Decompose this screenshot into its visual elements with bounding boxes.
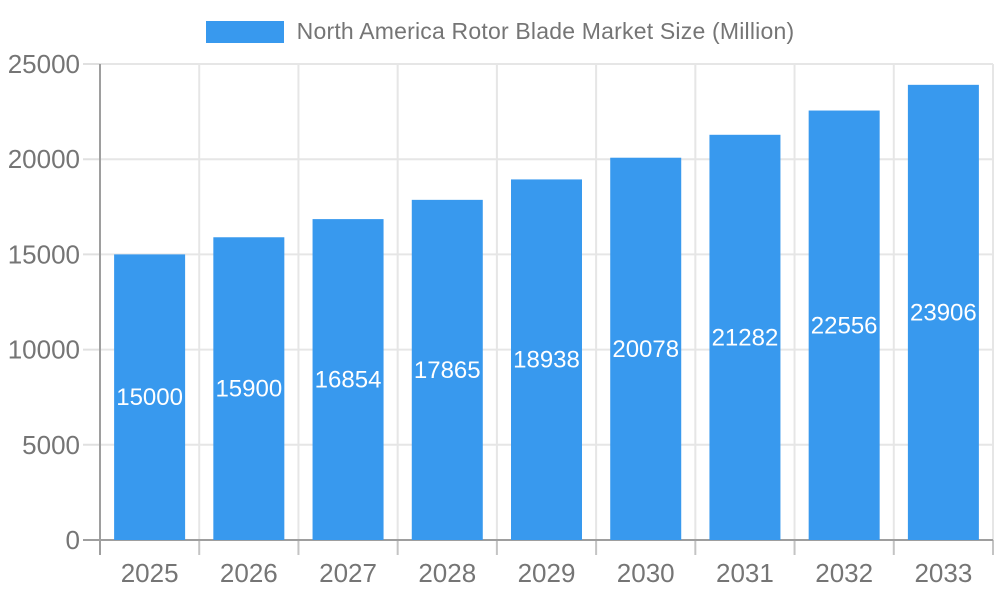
x-tick-label: 2030 xyxy=(617,558,675,588)
x-tick-label: 2031 xyxy=(716,558,774,588)
bar-2026[interactable] xyxy=(213,237,285,540)
x-tick-label: 2028 xyxy=(418,558,476,588)
legend: North America Rotor Blade Market Size (M… xyxy=(0,20,1000,43)
bar-value-label: 17865 xyxy=(414,357,481,384)
bar-2032[interactable] xyxy=(808,110,880,541)
bar-2031[interactable] xyxy=(709,134,781,541)
bar-2028[interactable] xyxy=(411,199,483,540)
y-tick-label: 20000 xyxy=(8,144,80,174)
x-tick-label: 2025 xyxy=(121,558,179,588)
y-tick-label: 15000 xyxy=(8,239,80,269)
bar-2029[interactable] xyxy=(511,179,582,541)
bar-value-label: 16854 xyxy=(315,367,382,394)
legend-label: North America Rotor Blade Market Size (M… xyxy=(296,18,795,44)
bar-value-label: 23906 xyxy=(910,299,977,326)
y-tick-label: 5000 xyxy=(22,430,80,460)
bar-2025[interactable] xyxy=(114,254,186,540)
bar-2027[interactable] xyxy=(312,219,384,540)
y-tick-label: 0 xyxy=(66,525,80,555)
bar-2033[interactable] xyxy=(907,84,979,540)
x-tick-label: 2026 xyxy=(220,558,278,588)
bar-value-label: 18938 xyxy=(513,347,580,374)
bar-value-label: 20078 xyxy=(612,336,679,363)
y-tick-label: 10000 xyxy=(8,335,80,365)
x-tick-label: 2033 xyxy=(914,558,972,588)
x-tick-label: 2032 xyxy=(815,558,873,588)
bar-2030[interactable] xyxy=(610,157,682,540)
bar-value-label: 15900 xyxy=(215,376,282,403)
x-tick-label: 2027 xyxy=(319,558,377,588)
bar-value-label: 22556 xyxy=(811,312,878,339)
bar-value-label: 21282 xyxy=(712,324,779,351)
x-tick-label: 2029 xyxy=(518,558,576,588)
bar-value-label: 15000 xyxy=(116,384,183,411)
legend-swatch xyxy=(205,20,284,43)
y-tick-label: 25000 xyxy=(8,49,80,79)
